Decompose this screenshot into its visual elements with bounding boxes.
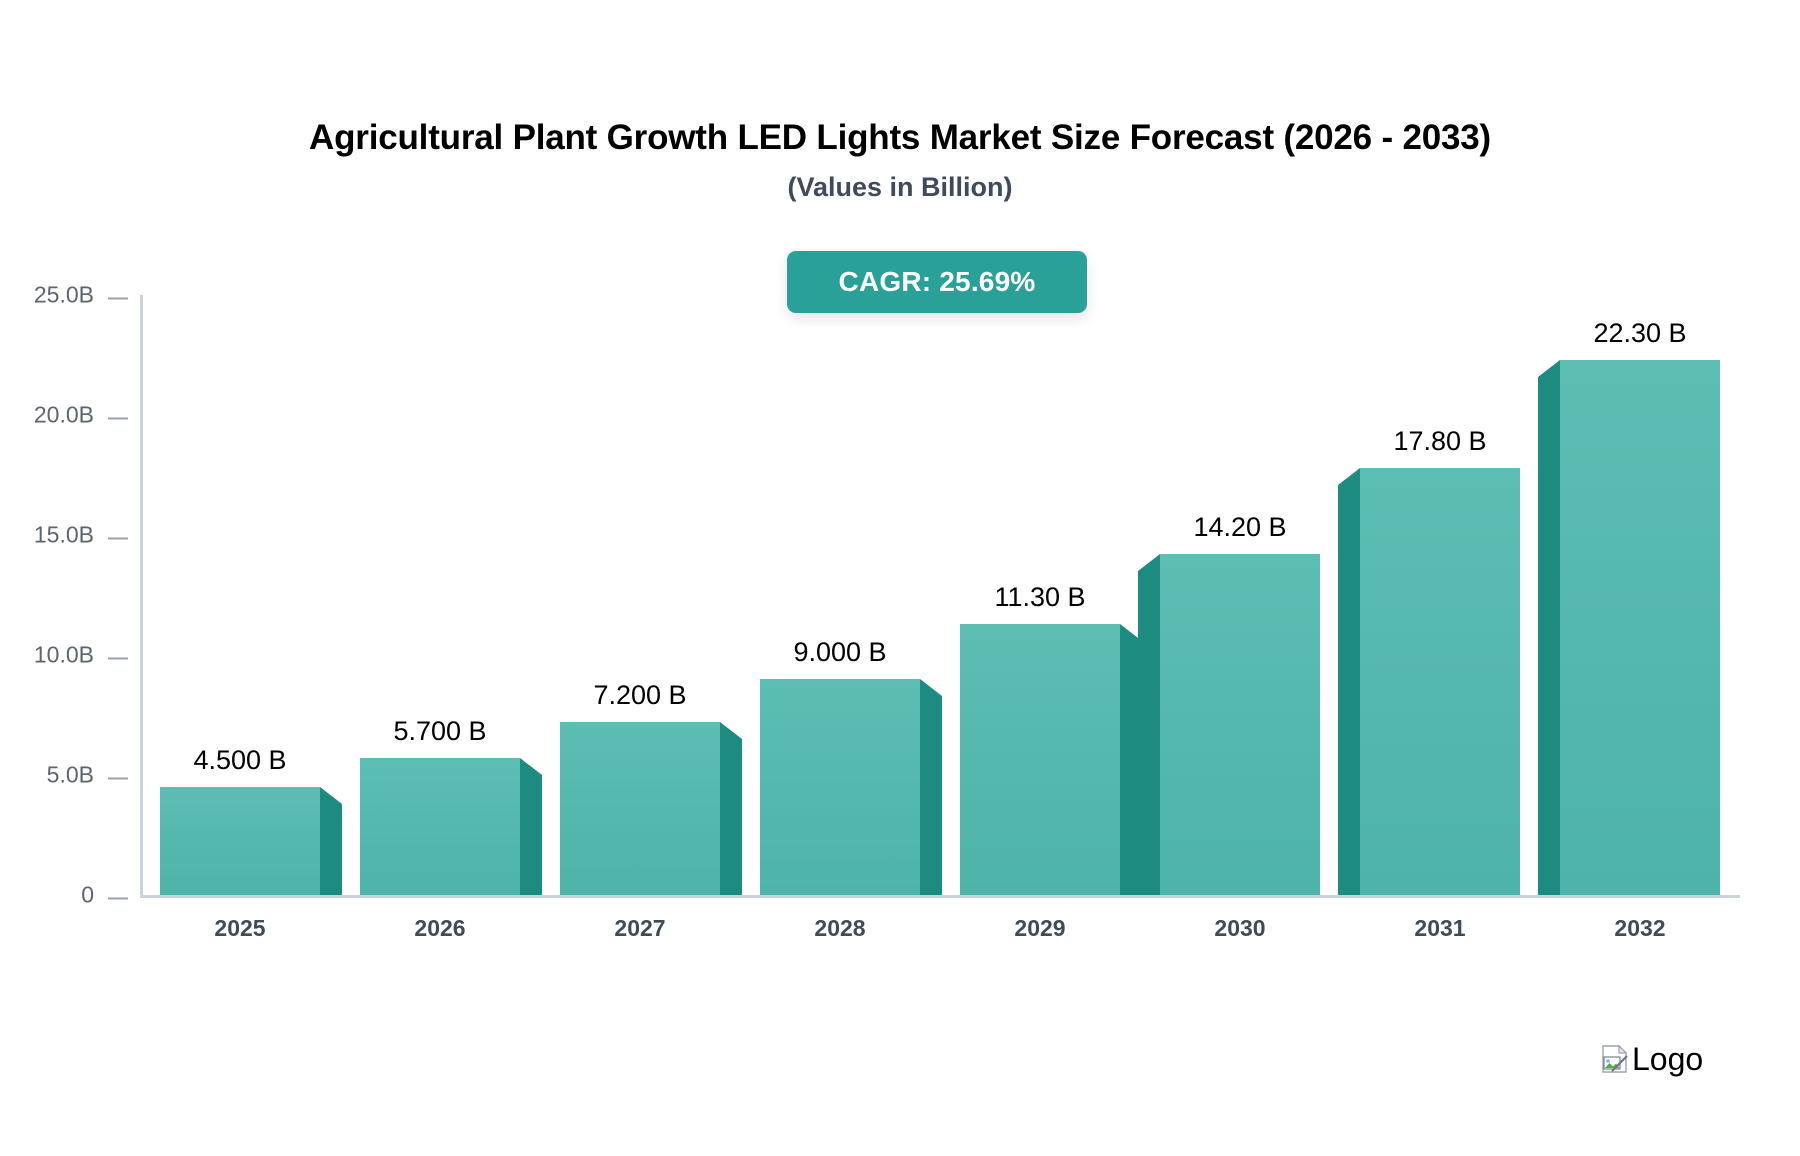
x-axis-label-2029: 2029 bbox=[1014, 915, 1066, 941]
bar-front-face bbox=[760, 679, 920, 895]
bar-value-label: 4.500 B bbox=[193, 745, 287, 775]
bar-side-face bbox=[920, 696, 942, 895]
x-axis-label-2028: 2028 bbox=[814, 915, 866, 941]
y-axis-tick-mark bbox=[108, 777, 128, 780]
bar-2030[interactable]: 14.20 B bbox=[1138, 512, 1320, 895]
bar-front-face bbox=[1560, 359, 1720, 895]
bar-2029[interactable]: 11.30 B bbox=[960, 582, 1142, 895]
y-axis-tick-label: 15.0B bbox=[33, 521, 94, 548]
x-axis-label-2032: 2032 bbox=[1614, 915, 1666, 941]
y-axis-tick-label: 0 bbox=[81, 881, 94, 908]
bar-side-face bbox=[1338, 484, 1360, 895]
bar-value-label: 7.200 B bbox=[593, 680, 687, 711]
y-axis-tick: 15.0B bbox=[0, 522, 140, 549]
bar-value-label: 22.30 B bbox=[1593, 317, 1687, 348]
bar-side-face bbox=[1120, 640, 1142, 895]
bar-value-label: 9.000 B bbox=[793, 637, 887, 667]
cagr-badge-label: CAGR: 25.69% bbox=[838, 266, 1036, 297]
bar-front-face bbox=[960, 623, 1120, 895]
y-axis-tick-label: 5.0B bbox=[46, 761, 94, 788]
y-axis-line bbox=[140, 295, 143, 895]
bar-top-bevel bbox=[1538, 359, 1560, 377]
bar-side-face bbox=[1538, 376, 1560, 895]
bar-front-face bbox=[360, 758, 520, 895]
bar-series: 4.500 B 5.700 B 7.200 B 9.000 B 11.30 B 14.20… bbox=[140, 295, 1740, 895]
x-axis-label-2030: 2030 bbox=[1214, 915, 1266, 941]
y-axis-tick-label: 10.0B bbox=[33, 641, 94, 668]
bar-top-bevel bbox=[1138, 554, 1160, 572]
bar-front-face bbox=[1160, 554, 1320, 895]
x-axis-label-2026: 2026 bbox=[414, 915, 466, 941]
bar-top-bevel bbox=[1338, 467, 1360, 485]
chart-subtitle: (Values in Billion) bbox=[787, 172, 1013, 202]
bar-2025[interactable]: 4.500 B bbox=[160, 745, 342, 895]
y-axis-tick: 0 bbox=[0, 882, 140, 909]
bar-front-face bbox=[1360, 467, 1520, 895]
plot-area: 4.500 B 5.700 B 7.200 B 9.000 B 11.30 B 14.20… bbox=[34, 282, 1740, 941]
chart-title: Agricultural Plant Growth LED Lights Mar… bbox=[309, 118, 1491, 157]
bar-top-bevel bbox=[320, 787, 342, 804]
bar-value-label: 17.80 B bbox=[1393, 425, 1487, 456]
logo-text: Logo bbox=[1632, 1041, 1704, 1077]
x-axis-label-2025: 2025 bbox=[214, 915, 266, 941]
bar-side-face bbox=[1138, 571, 1160, 895]
bar-top-bevel bbox=[520, 758, 542, 776]
y-axis-tick-label: 25.0B bbox=[33, 281, 94, 308]
bar-2031[interactable]: 17.80 B bbox=[1338, 426, 1520, 895]
bar-side-face bbox=[720, 739, 742, 895]
y-axis-tick-label: 20.0B bbox=[33, 401, 94, 428]
y-axis-tick: 25.0B bbox=[0, 282, 140, 309]
bar-top-bevel bbox=[1120, 623, 1142, 641]
logo-block: Logo bbox=[1600, 1043, 1703, 1075]
bar-front-face bbox=[560, 722, 720, 895]
bar-side-face bbox=[320, 804, 342, 895]
bar-2027[interactable]: 7.200 B bbox=[560, 680, 742, 895]
bar-value-label: 5.700 B bbox=[393, 716, 487, 747]
y-axis-tick-mark bbox=[108, 657, 128, 660]
bar-value-label: 11.30 B bbox=[994, 581, 1086, 612]
bar-2032[interactable]: 22.30 B bbox=[1538, 318, 1720, 895]
cagr-badge: CAGR: 25.69% bbox=[787, 251, 1087, 313]
y-axis-tick-mark bbox=[108, 897, 128, 900]
y-axis-tick-mark bbox=[108, 297, 128, 300]
bar-value-label: 14.20 B bbox=[1193, 512, 1287, 543]
x-axis-label-2031: 2031 bbox=[1414, 915, 1466, 941]
y-axis-tick: 20.0B bbox=[0, 402, 140, 429]
bar-top-bevel bbox=[920, 679, 942, 696]
bar-front-face bbox=[160, 787, 320, 895]
y-axis-tick: 5.0B bbox=[0, 762, 140, 789]
bar-side-face bbox=[520, 775, 542, 895]
bar-2026[interactable]: 5.700 B bbox=[360, 716, 542, 895]
x-axis-line bbox=[140, 895, 1740, 898]
x-axis-label-2027: 2027 bbox=[614, 915, 666, 941]
bar-top-bevel bbox=[720, 722, 742, 740]
y-axis-tick-mark bbox=[108, 537, 128, 540]
broken-image-icon bbox=[1600, 1044, 1630, 1074]
y-axis-tick: 10.0B bbox=[0, 642, 140, 669]
y-axis-tick-mark bbox=[108, 417, 128, 420]
bar-2028[interactable]: 9.000 B bbox=[760, 637, 942, 895]
